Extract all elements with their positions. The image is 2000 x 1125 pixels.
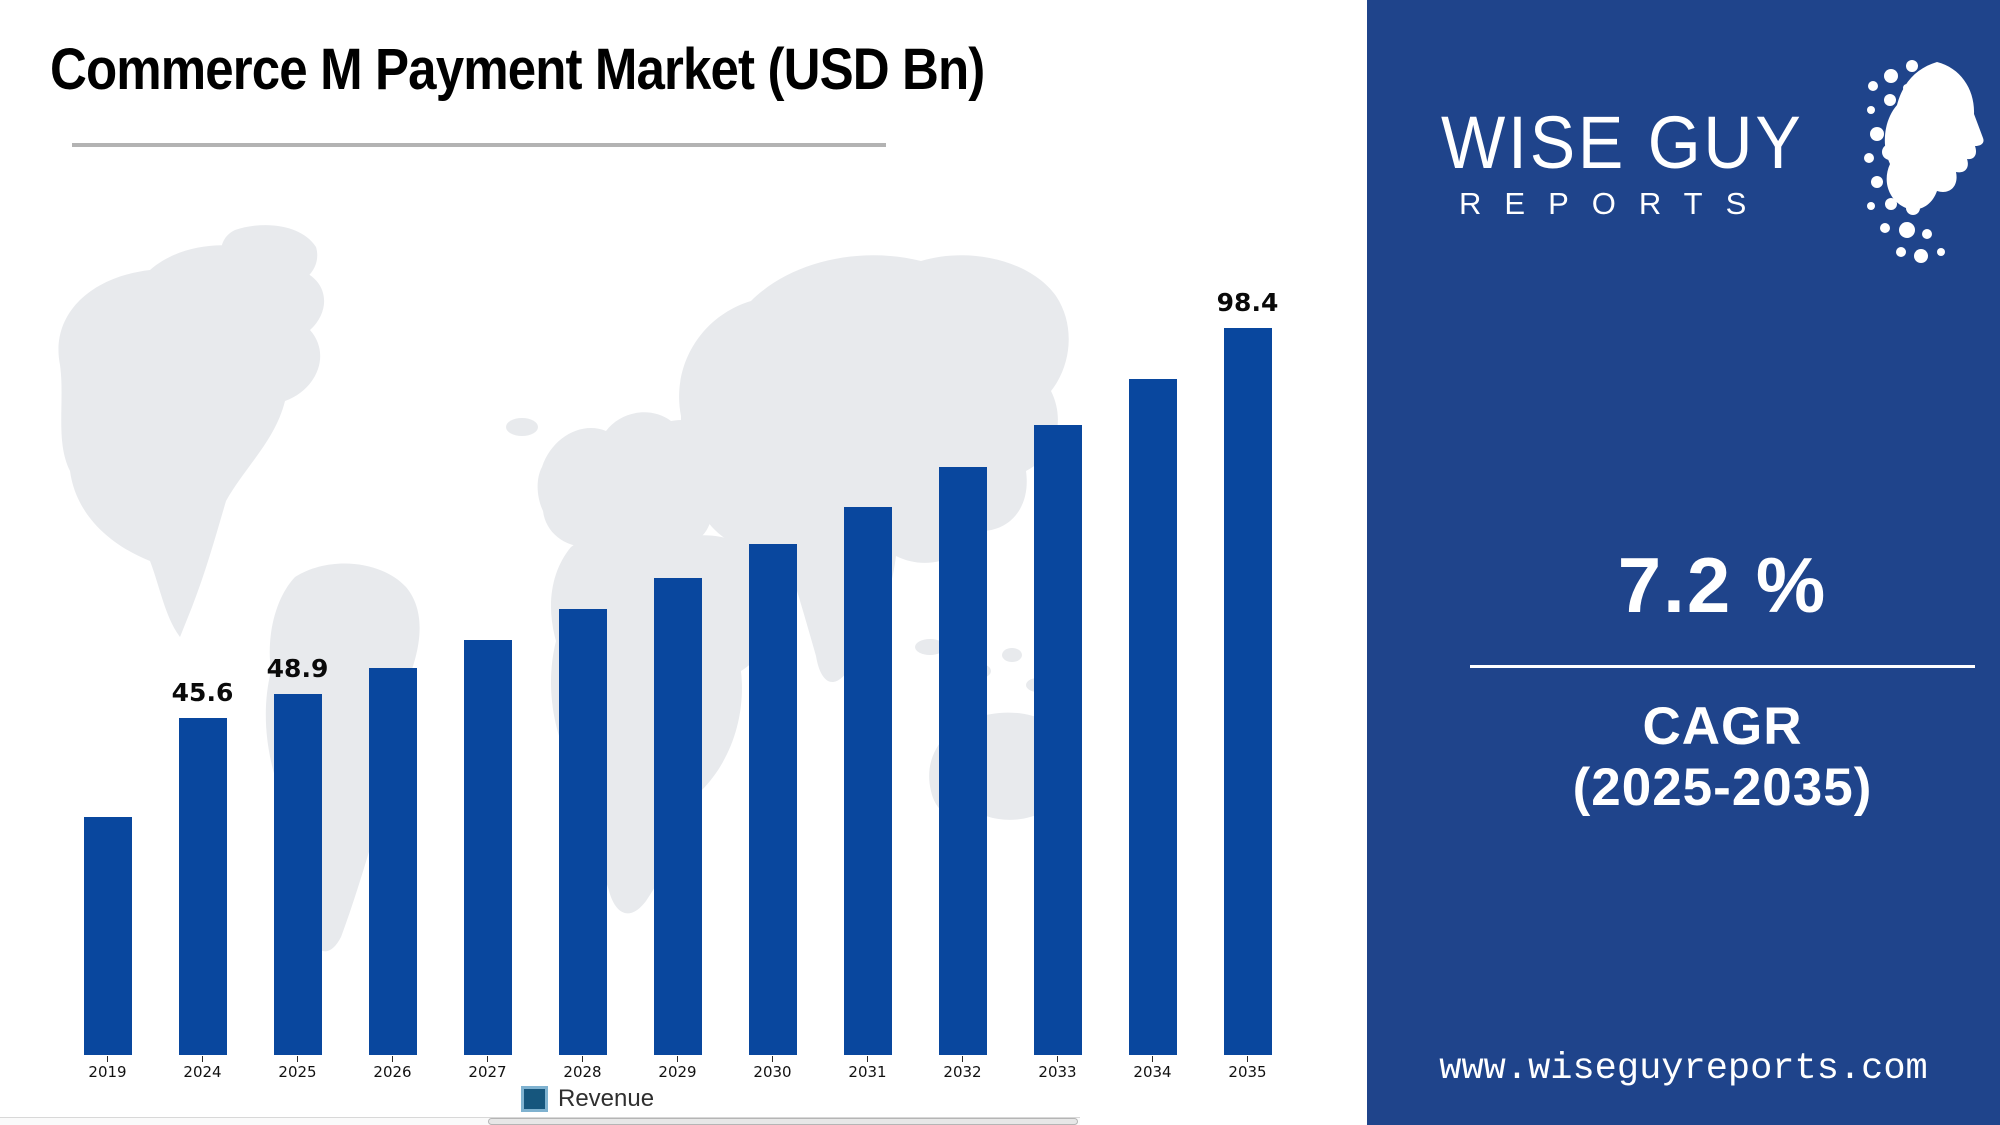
bar-plot: 2019 45.6 2024 48.9 2025 2026 2027 2028 2029 2030…	[83, 288, 1279, 1081]
x-axis-tick-2019	[107, 1056, 108, 1062]
logo-wordmark-line2: REPORTS	[1459, 186, 1770, 221]
legend-swatch-revenue	[521, 1086, 548, 1112]
legend-label: Revenue	[558, 1085, 655, 1112]
x-tick-label-2024: 2024	[183, 1063, 222, 1081]
bar-2029	[653, 578, 702, 1055]
horizontal-scrollbar-track[interactable]	[0, 1117, 1080, 1125]
legend: Revenue	[521, 1085, 654, 1113]
website-url: www.wiseguyreports.com	[1439, 1048, 1928, 1090]
bar-2026	[368, 668, 417, 1055]
cagr-divider	[1470, 665, 1975, 668]
x-axis-tick-2030	[772, 1056, 773, 1062]
cagr-value: 7.2 %	[1617, 541, 1828, 629]
bar-2033	[1033, 425, 1082, 1055]
bar-2027	[463, 640, 512, 1055]
x-axis-tick-2025	[297, 1056, 298, 1062]
cagr-label: CAGR	[1642, 697, 1803, 756]
x-tick-label-2028: 2028	[563, 1063, 602, 1081]
bar-value-label-2024: 45.6	[171, 678, 234, 707]
x-tick-label-2027: 2027	[468, 1063, 507, 1081]
x-axis-tick-2026	[392, 1056, 393, 1062]
chart-panel: Commerce M Payment Market (USD Bn)	[0, 36, 1279, 1125]
x-axis-tick-2035	[1247, 1056, 1248, 1062]
bar-2019	[83, 817, 132, 1055]
x-tick-label-2019: 2019	[88, 1063, 127, 1081]
wise-guy-reports-logo: WISE GUY REPORTS	[1427, 48, 1987, 278]
x-tick-label-2030: 2030	[753, 1063, 792, 1081]
x-tick-label-2035: 2035	[1228, 1063, 1267, 1081]
chart-title: Commerce M Payment Market (USD Bn)	[50, 36, 1112, 103]
horizontal-scrollbar-thumb[interactable]	[488, 1118, 1078, 1125]
x-axis-tick-2032	[962, 1056, 963, 1062]
logo-wordmark-line1: WISE GUY	[1441, 101, 1804, 184]
bar-2032	[938, 467, 987, 1055]
x-axis-tick-2029	[677, 1056, 678, 1062]
x-axis-tick-2024	[202, 1056, 203, 1062]
x-axis-tick-2034	[1152, 1056, 1153, 1062]
x-tick-label-2031: 2031	[848, 1063, 887, 1081]
cagr-block: 7.2 % CAGR (2025-2035)	[1470, 540, 1975, 818]
x-tick-label-2032: 2032	[943, 1063, 982, 1081]
side-panel: WISE GUY REPORTS	[1367, 0, 2000, 1125]
bar-2031	[843, 507, 892, 1055]
bar-2028	[558, 609, 607, 1055]
bar-2035	[1223, 328, 1272, 1055]
x-tick-label-2034: 2034	[1133, 1063, 1172, 1081]
x-axis-tick-2033	[1057, 1056, 1058, 1062]
cagr-period: (2025-2035)	[1572, 758, 1873, 817]
x-tick-label-2025: 2025	[278, 1063, 317, 1081]
x-tick-label-2033: 2033	[1038, 1063, 1077, 1081]
bar-value-label-2035: 98.4	[1216, 288, 1279, 317]
x-tick-label-2026: 2026	[373, 1063, 412, 1081]
chart-title-text: Commerce M Payment Market (USD Bn)	[50, 37, 985, 102]
title-underline	[72, 143, 886, 147]
x-tick-label-2029: 2029	[658, 1063, 697, 1081]
x-axis-tick-2027	[487, 1056, 488, 1062]
bar-2025	[273, 694, 322, 1055]
bar-2034	[1128, 379, 1177, 1055]
bar-value-label-2025: 48.9	[266, 654, 329, 683]
x-axis-tick-2028	[582, 1056, 583, 1062]
bar-2030	[748, 544, 797, 1055]
bar-2024	[178, 718, 227, 1055]
dotted-head-icon	[1864, 60, 1984, 263]
x-axis-tick-2031	[867, 1056, 868, 1062]
